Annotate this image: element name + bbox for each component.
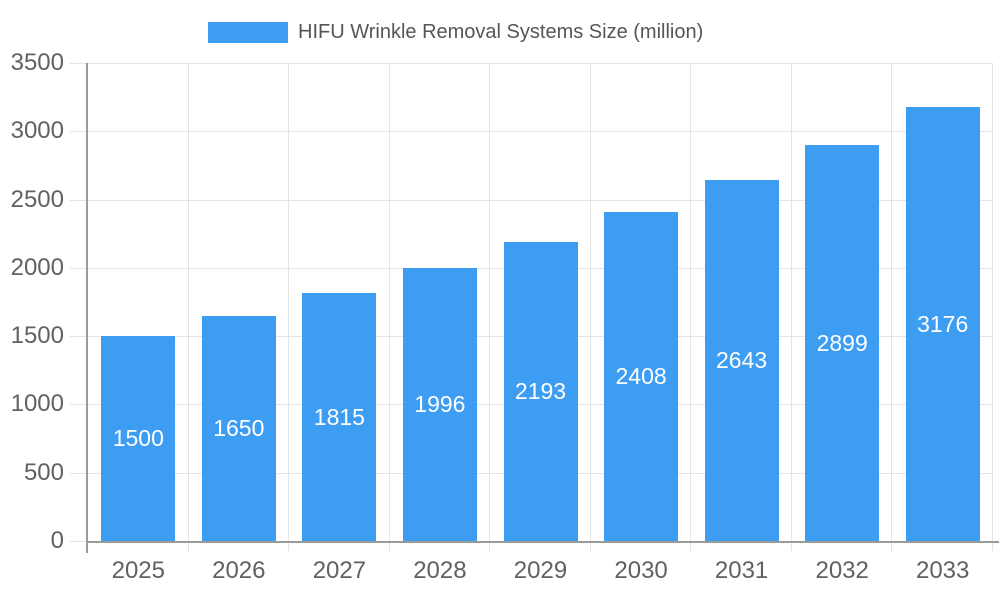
bar-value-label: 2899 bbox=[816, 329, 868, 356]
x-axis bbox=[86, 541, 999, 543]
y-tick-label: 3500 bbox=[10, 49, 64, 76]
bar-value-label: 2643 bbox=[716, 347, 768, 373]
x-tick-label: 2027 bbox=[312, 557, 367, 584]
x-tick bbox=[589, 543, 591, 551]
bar-value-label: 1996 bbox=[414, 391, 466, 418]
bar[interactable]: 2899 bbox=[805, 145, 880, 541]
x-tick-label: 2028 bbox=[413, 557, 467, 584]
y-tick-label: 2000 bbox=[10, 253, 64, 281]
x-tick bbox=[891, 543, 893, 551]
y-tick-label: 500 bbox=[23, 458, 64, 486]
legend-label: HIFU Wrinkle Removal Systems Size (milli… bbox=[298, 21, 704, 43]
bar[interactable]: 2193 bbox=[503, 241, 578, 541]
x-tick bbox=[288, 543, 290, 551]
x-gridline bbox=[187, 63, 189, 541]
bar[interactable]: 1996 bbox=[402, 268, 477, 541]
y-tick bbox=[70, 131, 88, 133]
x-tick bbox=[489, 543, 491, 551]
y-gridline bbox=[88, 63, 993, 64]
bar[interactable]: 2408 bbox=[604, 212, 679, 541]
y-tick bbox=[70, 63, 88, 64]
x-gridline bbox=[992, 63, 993, 541]
y-axis bbox=[86, 63, 88, 553]
plot-area: 1500 1650 1815 1996 2193 2408 2643 2899 3176 bbox=[70, 63, 999, 553]
x-tick bbox=[388, 543, 390, 551]
x-tick-label: 2029 bbox=[513, 557, 568, 584]
x-gridline bbox=[388, 63, 390, 541]
bar[interactable]: 3176 bbox=[905, 107, 980, 541]
bar[interactable]: 1500 bbox=[101, 336, 176, 541]
x-tick-label: 2026 bbox=[212, 557, 266, 584]
x-tick-label: 2031 bbox=[714, 557, 769, 584]
y-tick bbox=[70, 404, 88, 406]
y-tick bbox=[70, 267, 88, 269]
y-tick-label: 2500 bbox=[10, 185, 64, 213]
legend-swatch bbox=[208, 22, 288, 43]
x-tick-label: 2025 bbox=[111, 557, 165, 584]
y-tick-label: 1000 bbox=[10, 390, 64, 418]
y-tick bbox=[70, 336, 88, 338]
bar-value-label: 1650 bbox=[213, 414, 265, 441]
x-tick-label: 2030 bbox=[614, 557, 668, 584]
y-gridline bbox=[88, 131, 993, 133]
x-tick bbox=[690, 543, 692, 551]
bar-value-label: 2408 bbox=[615, 363, 667, 390]
bar[interactable]: 2643 bbox=[704, 180, 779, 541]
bar-value-label: 1500 bbox=[112, 425, 164, 452]
y-tick-label: 3000 bbox=[10, 117, 64, 145]
x-gridline bbox=[690, 63, 692, 541]
legend-item[interactable]: HIFU Wrinkle Removal Systems Size (milli… bbox=[208, 21, 704, 43]
x-tick-label: 2033 bbox=[915, 557, 970, 584]
bar[interactable]: 1650 bbox=[201, 315, 276, 541]
bar-value-label: 3176 bbox=[917, 310, 969, 337]
bar-value-label: 2193 bbox=[514, 377, 567, 404]
x-tick bbox=[992, 543, 993, 551]
bar[interactable]: 1815 bbox=[302, 293, 377, 541]
y-tick bbox=[70, 541, 88, 542]
y-tick bbox=[70, 472, 88, 474]
y-tick-label: 1500 bbox=[10, 322, 64, 350]
x-gridline bbox=[489, 63, 491, 541]
x-tick-label: 2032 bbox=[815, 557, 869, 584]
x-gridline bbox=[790, 63, 792, 541]
x-gridline bbox=[589, 63, 591, 541]
y-gridline bbox=[88, 199, 993, 201]
x-gridline bbox=[891, 63, 893, 541]
bar-value-label: 1815 bbox=[313, 403, 365, 430]
x-tick bbox=[187, 543, 189, 551]
y-tick-label: 0 bbox=[50, 527, 64, 554]
y-tick bbox=[70, 199, 88, 201]
x-gridline bbox=[288, 63, 290, 541]
x-tick bbox=[790, 543, 792, 551]
